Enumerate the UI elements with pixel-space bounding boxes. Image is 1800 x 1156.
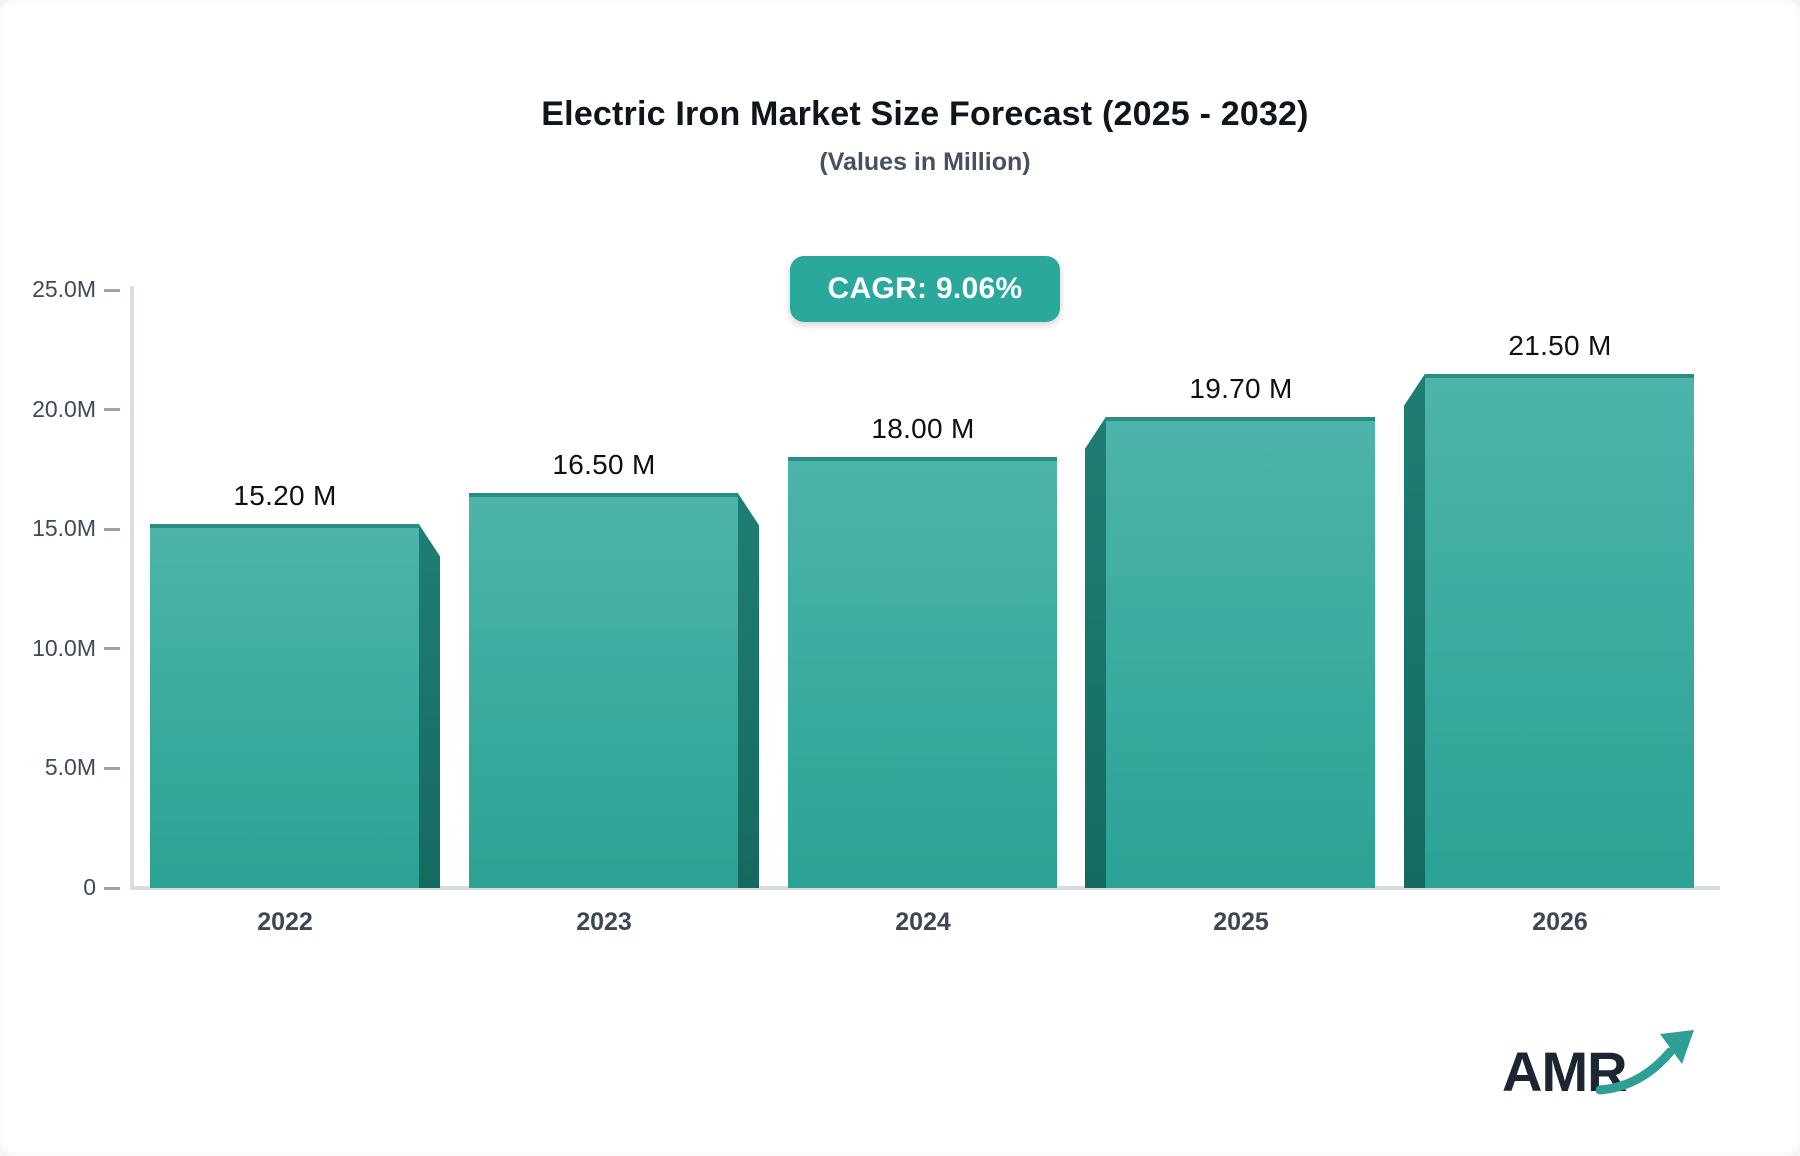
bar xyxy=(469,493,738,888)
bar xyxy=(788,457,1057,888)
y-tick-label: 15.0M xyxy=(32,515,96,542)
bar-top-edge xyxy=(1425,373,1694,378)
y-tick-label: 5.0M xyxy=(44,754,96,781)
cagr-badge: CAGR: 9.06% xyxy=(790,256,1060,322)
bar-side-shadow xyxy=(738,493,759,888)
bar-top-edge xyxy=(788,457,1057,462)
y-tick-mark xyxy=(104,288,120,292)
chart-subtitle: (Values in Million) xyxy=(819,148,1031,176)
x-tick-label: 2024 xyxy=(895,908,951,936)
bar xyxy=(150,524,419,888)
bar-top-edge xyxy=(150,524,419,529)
x-tick-label: 2025 xyxy=(1213,908,1269,936)
bar xyxy=(1425,373,1694,888)
y-tick-label: 20.0M xyxy=(32,395,96,422)
bar-side-shadow xyxy=(419,524,440,888)
y-tick-mark xyxy=(104,647,120,651)
cagr-badge-label: CAGR: 9.06% xyxy=(827,272,1023,305)
bar-value-label: 18.00 M xyxy=(871,413,975,445)
trend-arrow-icon xyxy=(1596,1030,1694,1095)
chart-title: Electric Iron Market Size Forecast (2025… xyxy=(541,95,1309,133)
x-tick-label: 2026 xyxy=(1532,908,1588,936)
y-axis-line xyxy=(130,286,134,888)
amr-logo: AMR xyxy=(1502,1030,1694,1104)
bar-side-shadow xyxy=(1404,373,1425,888)
y-tick-mark xyxy=(104,527,120,531)
bar-value-label: 15.20 M xyxy=(233,480,337,512)
bar-top-edge xyxy=(469,493,738,498)
x-axis-line xyxy=(130,886,1720,890)
y-tick-mark xyxy=(104,408,120,412)
bar xyxy=(1106,416,1375,888)
y-tick-mark xyxy=(104,886,120,890)
x-tick-label: 2022 xyxy=(257,908,313,936)
x-tick-label: 2023 xyxy=(576,908,632,936)
bar-value-label: 21.50 M xyxy=(1508,329,1612,361)
bar-value-label: 19.70 M xyxy=(1189,372,1293,404)
y-tick-label: 0 xyxy=(83,874,96,900)
bar-side-shadow xyxy=(1085,416,1106,888)
bar-value-label: 16.50 M xyxy=(552,449,656,481)
bar-top-edge xyxy=(1106,416,1375,421)
y-tick-label: 10.0M xyxy=(32,634,96,661)
y-tick-mark xyxy=(104,766,120,770)
y-tick-label: 25.0M xyxy=(32,276,96,302)
